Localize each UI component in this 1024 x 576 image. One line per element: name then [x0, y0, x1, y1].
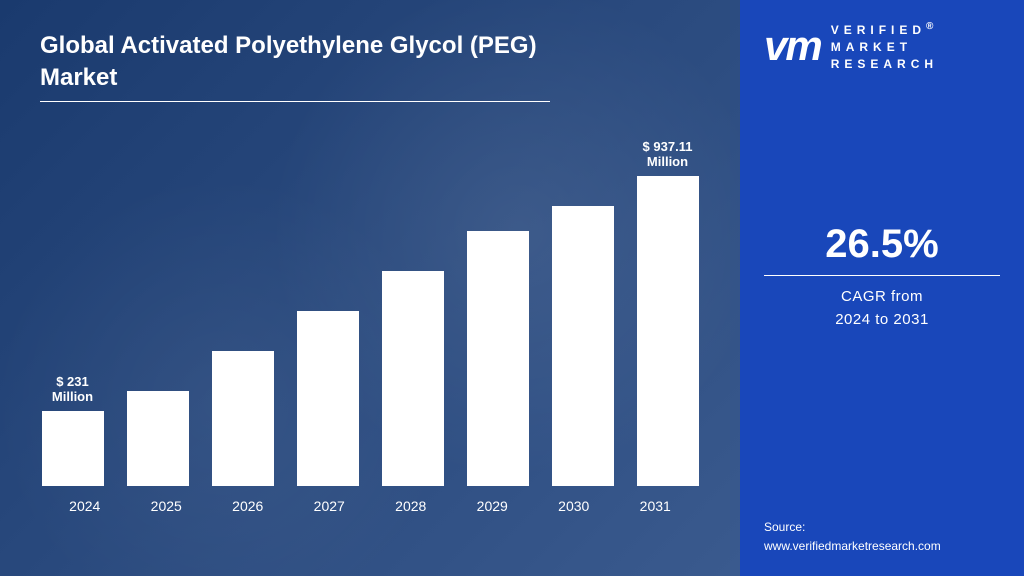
x-axis: 20242025202620272028202920302031: [40, 498, 700, 514]
bar-wrap: $ 231Million: [40, 411, 105, 486]
bar-wrap: [380, 271, 445, 486]
bar-wrap: [550, 206, 615, 486]
bar: [637, 176, 699, 486]
logo-line2: MARKET: [831, 40, 912, 54]
x-axis-label: 2029: [452, 498, 534, 514]
chart-title: Global Activated Polyethylene Glycol (PE…: [40, 30, 560, 95]
source-url: www.verifiedmarketresearch.com: [764, 537, 1000, 556]
infographic-container: Global Activated Polyethylene Glycol (PE…: [0, 0, 1024, 576]
cagr-value: 26.5%: [764, 222, 1000, 267]
bar-wrap: [210, 351, 275, 486]
registered-icon: ®: [926, 21, 938, 32]
bar-wrap: $ 937.11Million: [635, 176, 700, 486]
x-axis-label: 2024: [44, 498, 126, 514]
x-axis-label: 2031: [615, 498, 697, 514]
chart-panel: Global Activated Polyethylene Glycol (PE…: [0, 0, 740, 576]
cagr-label-line2: 2024 to 2031: [835, 311, 929, 328]
source-block: Source: www.verifiedmarketresearch.com: [764, 518, 1000, 556]
stats-panel: vm VERIFIED® MARKET RESEARCH 26.5% CAGR …: [740, 0, 1024, 576]
x-axis-label: 2027: [289, 498, 371, 514]
bar: [212, 351, 274, 486]
x-axis-label: 2025: [126, 498, 208, 514]
bars-group: $ 231Million $ 937.11Million: [40, 146, 700, 486]
x-axis-label: 2026: [207, 498, 289, 514]
logo-line1: VERIFIED: [831, 23, 926, 37]
x-axis-label: 2028: [370, 498, 452, 514]
bar-wrap: [465, 231, 530, 486]
logo: vm VERIFIED® MARKET RESEARCH: [764, 20, 1000, 72]
bar: [42, 411, 104, 486]
logo-mark: vm: [764, 22, 821, 70]
bar: [297, 311, 359, 486]
bar-value-label: $ 937.11Million: [623, 139, 713, 170]
bar: [552, 206, 614, 486]
cagr-underline: [764, 275, 1000, 276]
source-label: Source:: [764, 518, 1000, 537]
cagr-label-line1: CAGR from: [841, 288, 923, 305]
bar-chart: $ 231Million $ 937.11Million 202420252026…: [40, 146, 700, 526]
logo-line3: RESEARCH: [831, 57, 938, 71]
title-underline: [40, 101, 550, 102]
bar-wrap: [295, 311, 360, 486]
logo-text: VERIFIED® MARKET RESEARCH: [831, 20, 939, 72]
x-axis-label: 2030: [533, 498, 615, 514]
cagr-block: 26.5% CAGR from 2024 to 2031: [764, 222, 1000, 331]
bar: [467, 231, 529, 486]
bar: [127, 391, 189, 486]
bar-wrap: [125, 391, 190, 486]
bar-value-label: $ 231Million: [28, 374, 118, 405]
bar: [382, 271, 444, 486]
cagr-label: CAGR from 2024 to 2031: [764, 286, 1000, 331]
